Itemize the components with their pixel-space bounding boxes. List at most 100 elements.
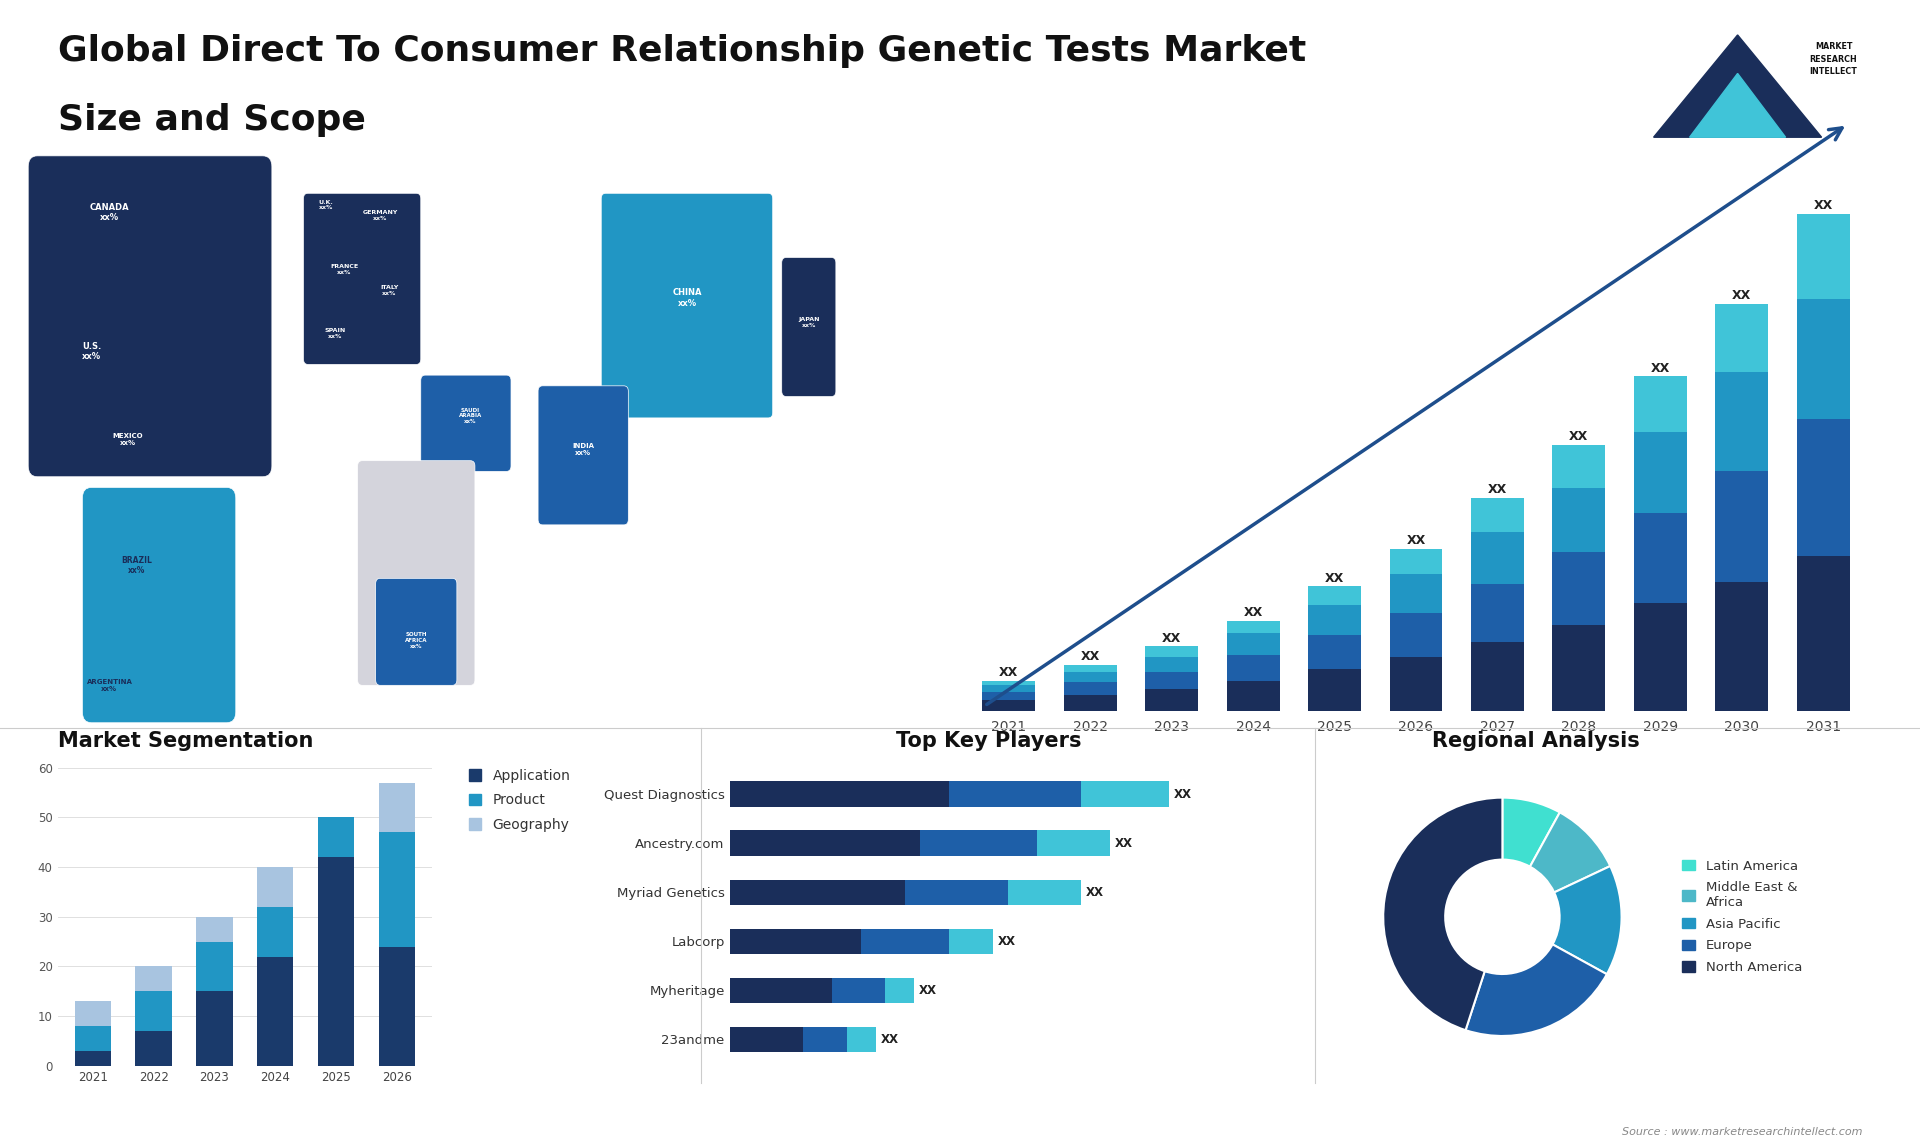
FancyBboxPatch shape	[83, 487, 236, 723]
FancyBboxPatch shape	[538, 386, 628, 525]
Bar	[378, 832, 415, 947]
Bar	[1471, 499, 1524, 533]
Bar	[730, 1027, 803, 1052]
FancyBboxPatch shape	[357, 461, 474, 685]
Bar	[730, 978, 831, 1003]
Bar	[1715, 471, 1768, 582]
Bar	[1008, 879, 1081, 905]
Text: GERMANY
xx%: GERMANY xx%	[363, 210, 397, 221]
Text: U.K.
xx%: U.K. xx%	[319, 199, 334, 211]
Text: Source : www.marketresearchintellect.com: Source : www.marketresearchintellect.com	[1622, 1127, 1862, 1137]
Bar	[730, 928, 862, 955]
Bar	[1553, 488, 1605, 552]
Text: XX: XX	[1085, 886, 1104, 898]
Text: XX: XX	[1569, 430, 1588, 444]
Bar	[1308, 587, 1361, 605]
Bar	[1064, 696, 1117, 711]
Text: XX: XX	[1162, 631, 1181, 644]
Wedge shape	[1465, 944, 1607, 1036]
Text: U.S.
xx%: U.S. xx%	[83, 342, 102, 361]
Bar	[803, 1027, 847, 1052]
Bar	[1308, 605, 1361, 635]
Bar	[196, 917, 232, 942]
Bar	[1634, 376, 1688, 432]
Bar	[885, 978, 914, 1003]
Bar	[847, 1027, 876, 1052]
Text: Regional Analysis: Regional Analysis	[1432, 731, 1640, 751]
Bar	[1037, 831, 1110, 856]
Text: BRAZIL
xx%: BRAZIL xx%	[121, 556, 152, 575]
Text: XX: XX	[1732, 289, 1751, 301]
Bar	[257, 906, 294, 957]
Bar	[920, 831, 1037, 856]
Bar	[1797, 419, 1849, 556]
Text: MEXICO
xx%: MEXICO xx%	[111, 433, 142, 446]
Bar	[1634, 604, 1688, 711]
FancyBboxPatch shape	[420, 375, 511, 471]
Text: XX: XX	[1173, 787, 1190, 801]
Bar	[948, 782, 1081, 807]
Bar	[136, 991, 173, 1031]
Bar	[1081, 782, 1169, 807]
Text: XX: XX	[1081, 651, 1100, 664]
FancyBboxPatch shape	[376, 579, 457, 685]
Bar	[1553, 552, 1605, 625]
Bar	[75, 1026, 111, 1051]
FancyBboxPatch shape	[29, 156, 273, 477]
FancyBboxPatch shape	[781, 258, 835, 397]
Bar	[378, 947, 415, 1066]
Bar	[1634, 432, 1688, 513]
Wedge shape	[1382, 798, 1503, 1030]
Bar	[1553, 445, 1605, 488]
Bar	[1064, 672, 1117, 682]
Bar	[983, 692, 1035, 700]
Bar	[317, 857, 353, 1066]
Bar	[257, 957, 294, 1066]
Bar	[983, 700, 1035, 711]
Bar	[1471, 533, 1524, 583]
Bar	[1227, 681, 1279, 711]
Bar	[1227, 621, 1279, 634]
Text: Top Key Players: Top Key Players	[897, 731, 1081, 751]
Polygon shape	[1653, 34, 1822, 138]
Bar	[317, 817, 353, 857]
Text: SAUDI
ARABIA
xx%: SAUDI ARABIA xx%	[459, 408, 482, 424]
Text: Market Segmentation: Market Segmentation	[58, 731, 313, 751]
Text: XX: XX	[998, 935, 1016, 948]
Bar	[378, 783, 415, 832]
Text: XX: XX	[1244, 606, 1263, 619]
Text: XX: XX	[918, 984, 937, 997]
Bar	[983, 681, 1035, 685]
Text: FRANCE
xx%: FRANCE xx%	[330, 264, 359, 275]
Bar	[1064, 682, 1117, 696]
Bar	[1715, 304, 1768, 372]
Bar	[1797, 556, 1849, 711]
Bar	[948, 928, 993, 955]
Bar	[1390, 613, 1442, 658]
Bar	[1390, 549, 1442, 574]
Bar	[1064, 665, 1117, 672]
Text: XX: XX	[1405, 534, 1427, 547]
Bar	[75, 1002, 111, 1026]
Bar	[196, 991, 232, 1066]
Bar	[1715, 372, 1768, 471]
Wedge shape	[1501, 798, 1559, 866]
Text: ITALY
xx%: ITALY xx%	[380, 285, 397, 296]
Text: INDIA
xx%: INDIA xx%	[572, 444, 593, 456]
Bar	[1144, 689, 1198, 711]
Bar	[730, 879, 906, 905]
Bar	[1144, 657, 1198, 672]
Text: CANADA
xx%: CANADA xx%	[90, 203, 129, 222]
Legend: Application, Product, Geography: Application, Product, Geography	[468, 769, 570, 832]
Legend: Latin America, Middle East &
Africa, Asia Pacific, Europe, North America: Latin America, Middle East & Africa, Asi…	[1682, 860, 1803, 974]
Text: XX: XX	[881, 1033, 899, 1046]
Text: SPAIN
xx%: SPAIN xx%	[324, 328, 346, 339]
Text: CHINA
xx%: CHINA xx%	[672, 288, 701, 307]
Bar	[906, 879, 1008, 905]
Bar	[1144, 646, 1198, 657]
Bar	[75, 1051, 111, 1066]
Bar	[730, 782, 948, 807]
Bar	[1308, 669, 1361, 711]
Wedge shape	[1530, 813, 1611, 893]
Polygon shape	[1690, 73, 1786, 138]
